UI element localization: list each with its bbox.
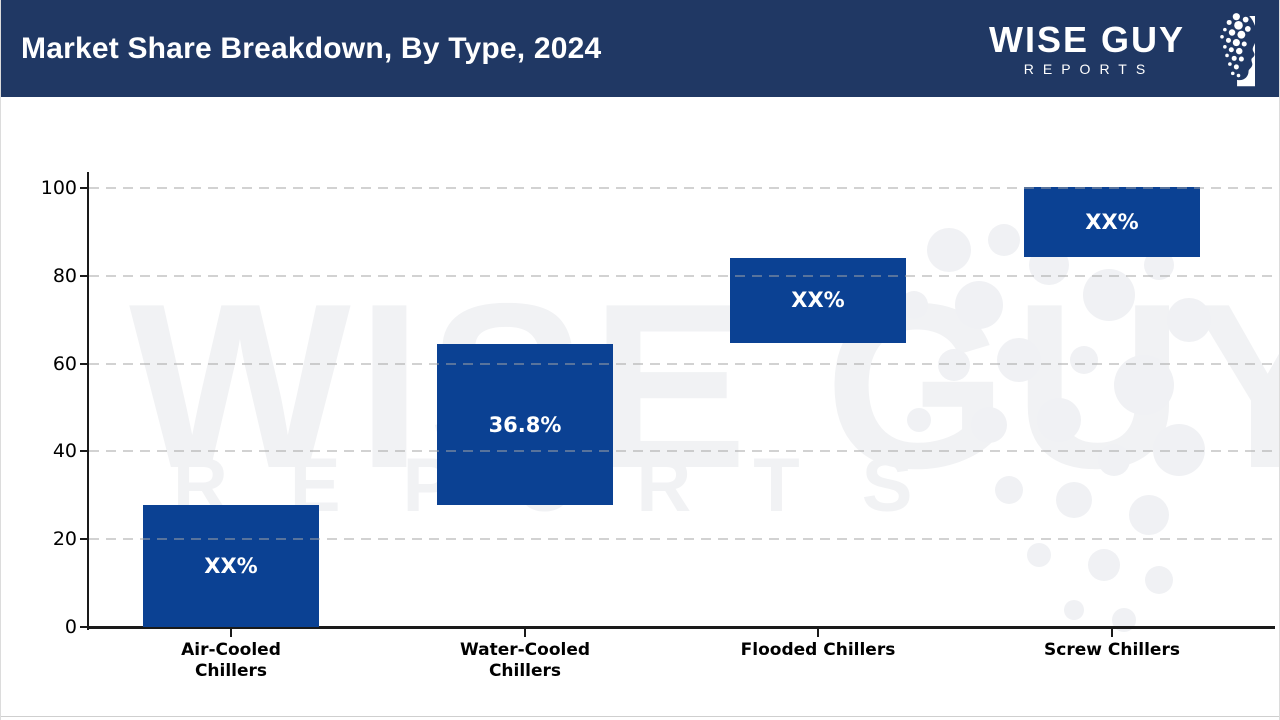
brand-logo: WISE GUY REPORTS bbox=[989, 10, 1255, 88]
gridline-40 bbox=[89, 450, 1275, 453]
gridline-100 bbox=[89, 187, 1275, 189]
y-tick-label-20: 20 bbox=[52, 528, 77, 551]
y-tick-20 bbox=[80, 538, 88, 541]
x-axis-line bbox=[87, 626, 1275, 629]
y-tick-0 bbox=[80, 626, 88, 628]
y-tick-label-80: 80 bbox=[52, 264, 77, 287]
y-tick-100 bbox=[80, 187, 88, 189]
bottom-border bbox=[1, 716, 1279, 717]
bar-value-label: XX% bbox=[204, 554, 258, 579]
y-tick-label-0: 0 bbox=[64, 616, 77, 638]
watermark-face-dots bbox=[900, 224, 1211, 632]
x-tick-0 bbox=[230, 629, 232, 637]
x-tick-label-2: Flooded Chillers bbox=[740, 640, 896, 660]
bar-water-cooled-chillers: 36.8% bbox=[437, 343, 613, 506]
page-title: Market Share Breakdown, By Type, 2024 bbox=[21, 31, 602, 65]
gridline-20 bbox=[89, 538, 1275, 541]
bar-air-cooled-chillers: XX% bbox=[143, 505, 319, 627]
x-tick-2 bbox=[817, 629, 819, 637]
bar-screw-chillers: XX% bbox=[1024, 186, 1200, 258]
gridline-80 bbox=[89, 274, 1275, 277]
bar-flooded-chillers: XX% bbox=[730, 257, 906, 343]
y-tick-60 bbox=[80, 362, 88, 365]
bar-value-label: XX% bbox=[1085, 210, 1139, 234]
logo-face-icon bbox=[1220, 12, 1255, 86]
x-tick-label-0: Air-Cooled Chillers bbox=[181, 640, 281, 681]
y-tick-40 bbox=[80, 450, 88, 453]
x-tick-label-1: Water-Cooled Chillers bbox=[459, 640, 591, 681]
x-tick-3 bbox=[1111, 629, 1113, 637]
bar-value-label: 36.8% bbox=[488, 412, 562, 437]
brand-logo-tagline: REPORTS bbox=[1023, 60, 1155, 77]
y-tick-80 bbox=[80, 274, 88, 277]
x-tick-label-3: Screw Chillers bbox=[1044, 640, 1180, 660]
brand-logo-text: WISE GUY REPORTS bbox=[988, 18, 1185, 77]
y-tick-label-100: 100 bbox=[40, 177, 77, 199]
header-bar: Market Share Breakdown, By Type, 2024 WI… bbox=[1, 0, 1279, 97]
bar-value-label: XX% bbox=[791, 288, 845, 313]
brand-logo-name: WISE GUY bbox=[988, 18, 1185, 60]
x-tick-1 bbox=[524, 629, 526, 637]
y-axis-line bbox=[87, 172, 89, 630]
y-tick-label-40: 40 bbox=[52, 440, 77, 463]
gridline-60 bbox=[89, 362, 1275, 365]
y-tick-label-60: 60 bbox=[52, 352, 77, 375]
